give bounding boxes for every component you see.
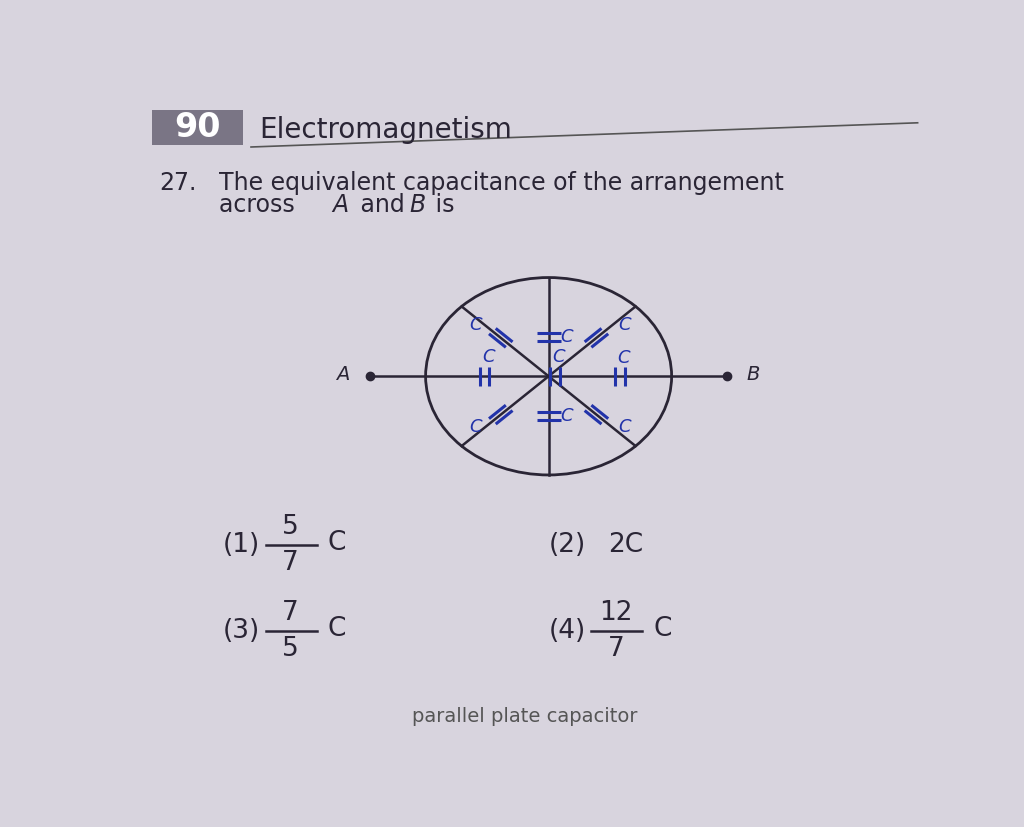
Text: A: A [336, 365, 349, 384]
Text: C: C [328, 616, 346, 642]
Text: is: is [428, 194, 455, 218]
Text: C: C [560, 407, 572, 425]
Text: C: C [617, 316, 631, 334]
Text: 12: 12 [599, 600, 633, 626]
Text: The equivalent capacitance of the arrangement: The equivalent capacitance of the arrang… [219, 170, 784, 194]
Text: and: and [352, 194, 412, 218]
Text: B: B [746, 365, 760, 384]
Text: C: C [617, 418, 631, 437]
Text: C: C [328, 530, 346, 556]
Text: A: A [333, 194, 349, 218]
Text: C: C [482, 348, 495, 366]
Text: 5: 5 [283, 514, 299, 540]
Text: C: C [469, 316, 481, 334]
Text: (4): (4) [549, 618, 586, 644]
Text: 5: 5 [283, 636, 299, 662]
Text: 90: 90 [174, 112, 220, 145]
Text: 7: 7 [283, 600, 299, 626]
Text: C: C [617, 350, 630, 367]
Text: 7: 7 [283, 550, 299, 576]
Text: (2): (2) [549, 532, 586, 558]
Text: (1): (1) [223, 532, 260, 558]
Text: parallel plate capacitor: parallel plate capacitor [412, 707, 638, 726]
Text: Electromagnetism: Electromagnetism [259, 116, 512, 144]
FancyBboxPatch shape [152, 110, 243, 145]
Text: C: C [469, 418, 481, 437]
Text: 7: 7 [607, 636, 625, 662]
Text: (3): (3) [223, 618, 260, 644]
Text: C: C [653, 616, 672, 642]
Text: 27.: 27. [160, 170, 197, 194]
Text: 2C: 2C [608, 532, 643, 558]
Text: across: across [219, 194, 302, 218]
Text: C: C [552, 348, 565, 366]
Text: B: B [410, 194, 426, 218]
Text: C: C [560, 327, 572, 346]
